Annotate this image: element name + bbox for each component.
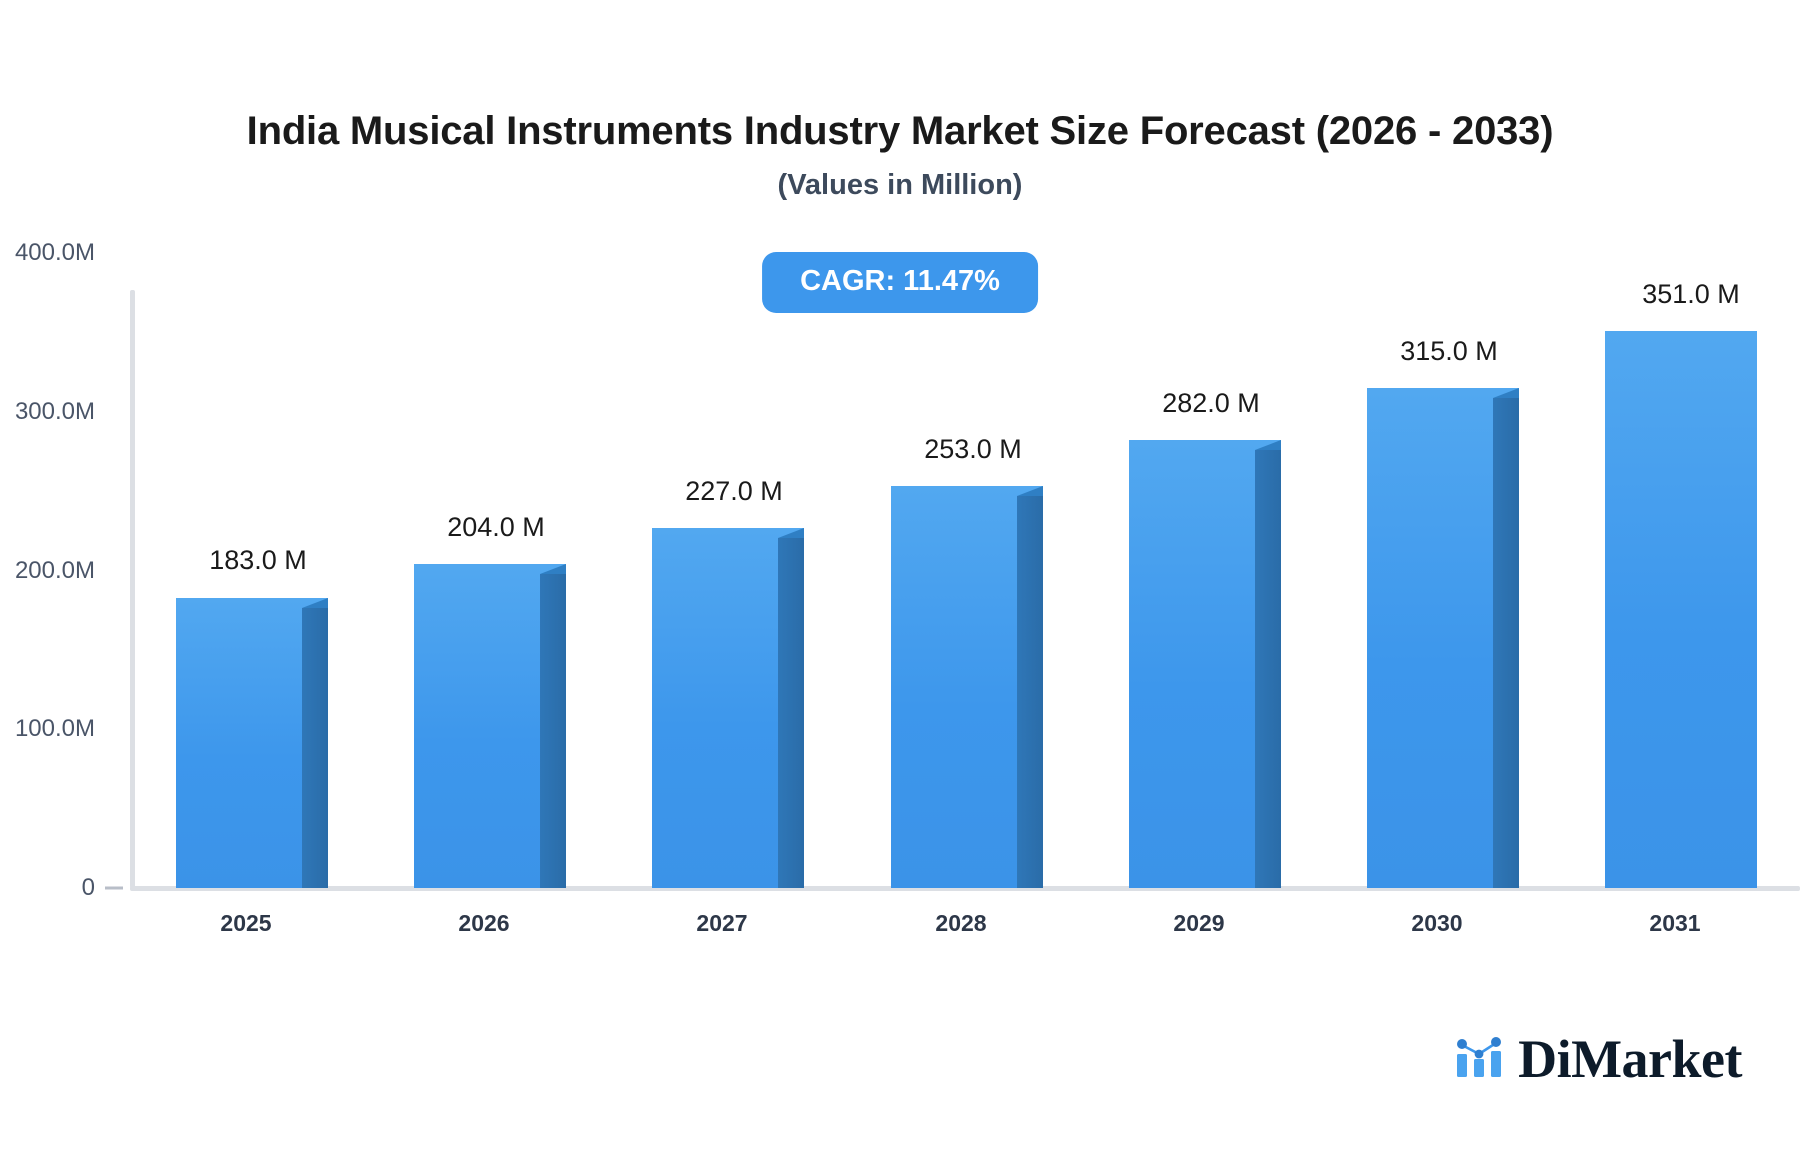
x-axis-tick-label-2030: 2030 [1411, 910, 1463, 936]
chart-title: India Musical Instruments Industry Marke… [246, 109, 1554, 153]
chart-subtitle: (Values in Million) [777, 169, 1023, 201]
x-axis-tick-label-2031: 2031 [1649, 910, 1701, 936]
bar-side-face [1017, 496, 1043, 888]
bar-top-bevel [1017, 486, 1043, 497]
bar-top-bevel [1255, 440, 1281, 451]
bar-2028[interactable] [891, 486, 1043, 888]
bar-top-bevel [1493, 387, 1519, 398]
y-axis-tick-label: 300.0M [14, 397, 95, 425]
bar-2025[interactable] [176, 597, 328, 888]
y-axis-tick-label: 100.0M [14, 715, 95, 743]
bar-side-face [778, 537, 804, 888]
y-axis-tick-mark [105, 886, 123, 890]
y-axis-tick-label: 200.0M [14, 556, 95, 584]
y-axis-tick-label: 400.0M [14, 239, 95, 266]
x-axis-tick-label-2025: 2025 [220, 910, 272, 936]
x-axis-line [130, 886, 1800, 891]
bar-value-label: 183.0 M [209, 545, 307, 576]
bar-top-bevel [540, 564, 566, 575]
y-axis-tick-label: 0 [81, 874, 95, 901]
x-axis-tick-label-2026: 2026 [458, 910, 510, 936]
bar-2026[interactable] [414, 564, 566, 888]
bar-side-face [302, 607, 328, 888]
bar-side-face [540, 574, 566, 888]
bar-value-label: 227.0 M [685, 475, 783, 506]
bar-chart-icon [1454, 1034, 1504, 1085]
bar-side-face [1255, 450, 1281, 888]
bar-top-bevel [778, 527, 804, 538]
logo-wordmark: DiMarket [1518, 1029, 1742, 1089]
bar-value-label: 351.0 M [1642, 278, 1740, 309]
bar-value-label: 315.0 M [1400, 335, 1498, 366]
bar-top-bevel [302, 597, 328, 608]
y-axis-line [130, 290, 135, 888]
bar-value-label: 204.0 M [447, 512, 545, 543]
bar-2031[interactable] [1605, 330, 1757, 888]
bar-2029[interactable] [1129, 440, 1281, 888]
dimarket-logo: DiMarket [1454, 1032, 1742, 1086]
bar-value-label: 282.0 M [1162, 388, 1260, 419]
bar-2027[interactable] [652, 527, 804, 888]
bar-2030[interactable] [1367, 387, 1519, 888]
x-axis-tick-label-2028: 2028 [935, 910, 987, 936]
bar-side-face [1493, 397, 1519, 888]
bar-value-label: 253.0 M [924, 434, 1022, 465]
x-axis-tick-label-2029: 2029 [1173, 910, 1225, 936]
cagr-badge: CAGR: 11.47% [762, 252, 1038, 314]
x-axis-tick-label-2027: 2027 [696, 910, 748, 936]
bar-front-face [1605, 330, 1757, 888]
